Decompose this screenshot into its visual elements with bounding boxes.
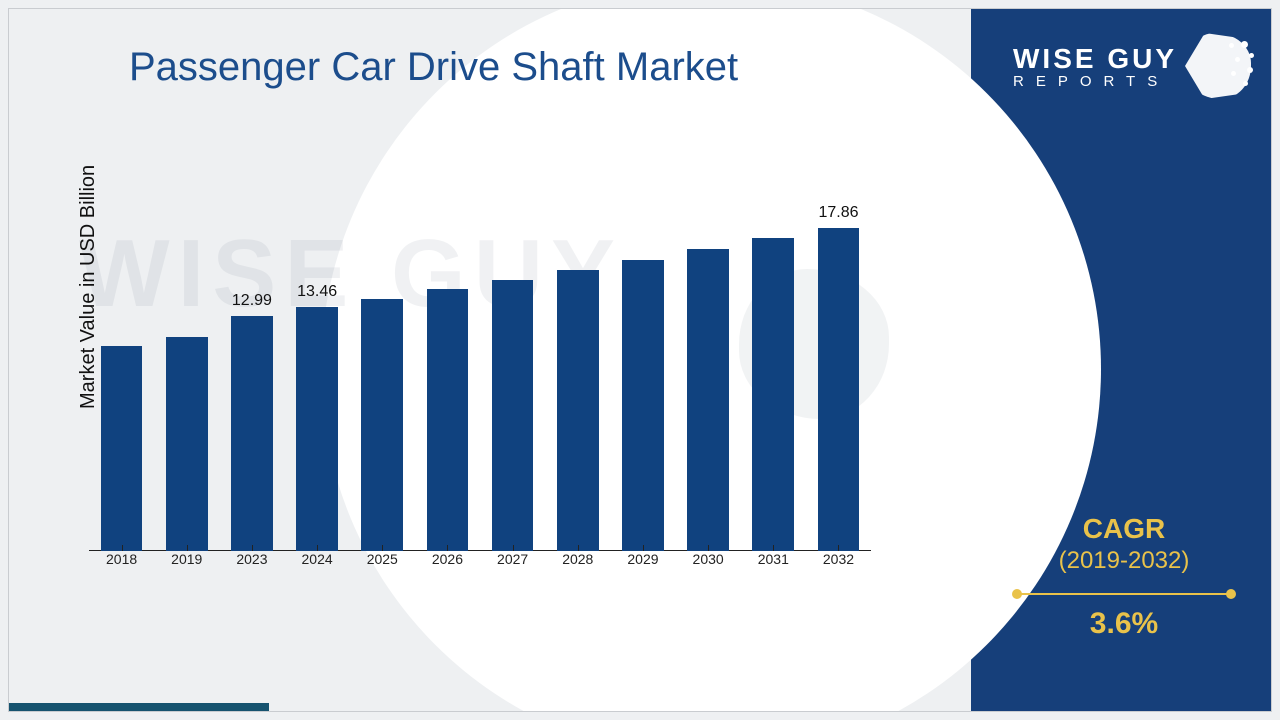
x-tick-label: 2028	[545, 551, 610, 581]
bar	[361, 299, 403, 551]
bottom-accent-strip	[9, 703, 269, 711]
cagr-box: CAGR (2019-2032) 3.6%	[999, 513, 1249, 641]
bar-cell	[350, 189, 415, 551]
x-tick-label: 2023	[219, 551, 284, 581]
cagr-value: 3.6%	[999, 607, 1249, 641]
brand-head-icon	[1185, 33, 1251, 99]
bar-cell	[415, 189, 480, 551]
bar	[166, 337, 208, 551]
brand-line2: REPORTS	[1013, 73, 1177, 90]
bar	[492, 280, 534, 552]
bar-cell	[610, 189, 675, 551]
y-axis-label: Market Value in USD Billion	[77, 165, 100, 409]
bar-cell	[154, 189, 219, 551]
cagr-divider	[1017, 593, 1231, 595]
x-tick-label: 2027	[480, 551, 545, 581]
bar	[101, 346, 143, 551]
x-tick-label: 2025	[350, 551, 415, 581]
bar-cell: 17.86	[806, 189, 871, 551]
x-tick-label: 2026	[415, 551, 480, 581]
bar	[427, 289, 469, 551]
x-tick-label: 2018	[89, 551, 154, 581]
report-frame: WISE GUY WISE GUY REPORTS Passenger Car …	[8, 8, 1272, 712]
chart-title: Passenger Car Drive Shaft Market	[129, 45, 738, 90]
bar-cell	[545, 189, 610, 551]
bar-cell	[480, 189, 545, 551]
bar	[752, 238, 794, 551]
bar-value-label: 17.86	[818, 204, 858, 222]
x-tick-label: 2024	[285, 551, 350, 581]
bar	[622, 260, 664, 551]
x-tick-label: 2019	[154, 551, 219, 581]
bar-cell: 12.99	[219, 189, 284, 551]
bar	[818, 228, 860, 551]
bar-value-label: 12.99	[232, 292, 272, 310]
bar	[557, 270, 599, 551]
cagr-range: (2019-2032)	[999, 547, 1249, 575]
bar-cell	[676, 189, 741, 551]
x-tick-label: 2029	[610, 551, 675, 581]
x-tick-label: 2030	[676, 551, 741, 581]
bar-cell	[741, 189, 806, 551]
bar	[296, 307, 338, 551]
brand-logo: WISE GUY REPORTS	[1013, 33, 1251, 99]
bar-value-label: 13.46	[297, 283, 337, 301]
x-tick-label: 2032	[806, 551, 871, 581]
cagr-label: CAGR	[999, 513, 1249, 545]
bar-chart: 12.99 13.46 17.86 201820192023202420252026…	[89, 189, 871, 581]
bar	[687, 249, 729, 551]
brand-line1: WISE GUY	[1013, 43, 1177, 75]
bar-cell: 13.46	[285, 189, 350, 551]
x-tick-label: 2031	[741, 551, 806, 581]
bar	[231, 316, 273, 551]
